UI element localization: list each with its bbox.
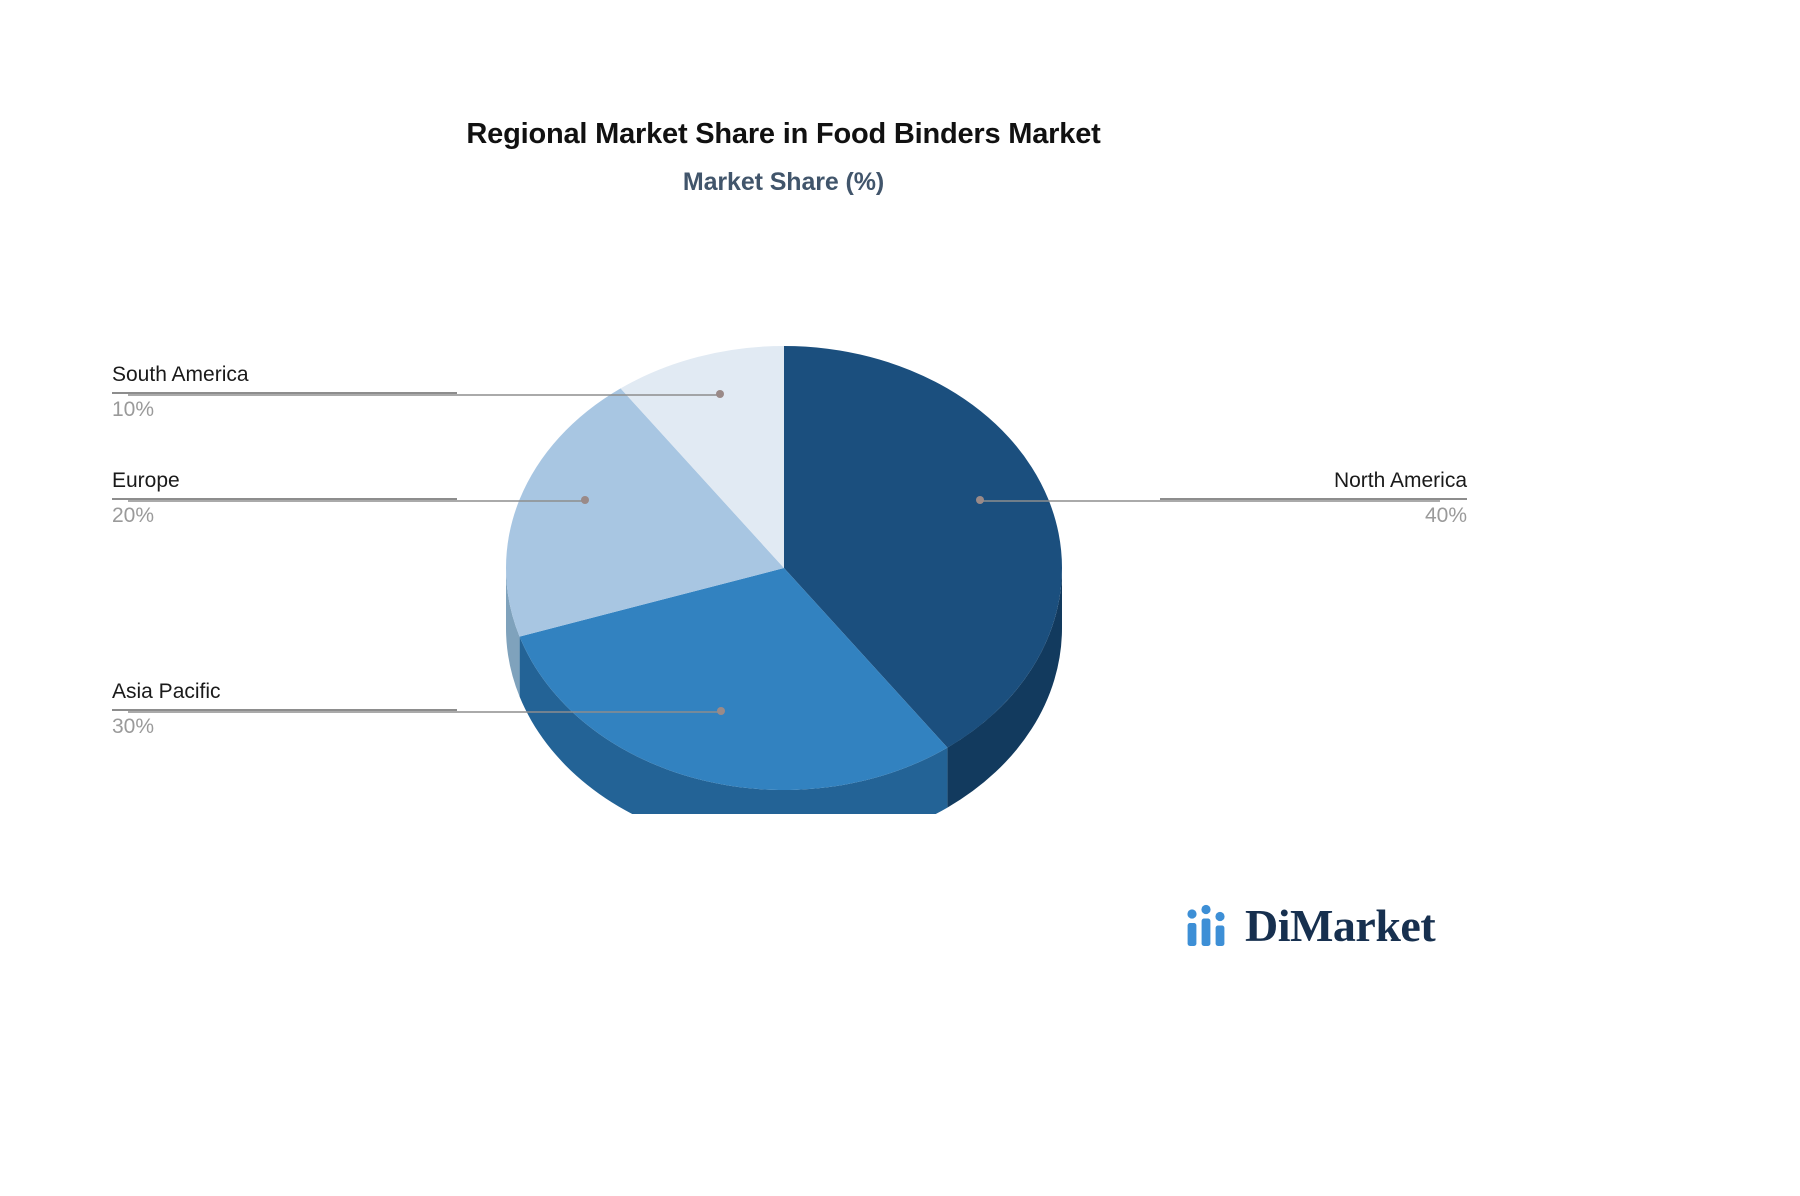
callout-south-america[interactable]: South America 10%: [112, 362, 457, 423]
pie-side-asia-pacific: [519, 636, 948, 814]
chart-subtitle: Market Share (%): [682, 168, 885, 196]
callout-label-europe: Europe: [112, 469, 180, 492]
brand-name: DiMarket: [1245, 900, 1436, 951]
callout-value-europe: 20%: [112, 504, 155, 527]
callout-label-north-america: North America: [1333, 469, 1467, 492]
pie-3d-side: [506, 568, 1062, 814]
pie-slice-europe[interactable]: [506, 388, 784, 637]
pie-side-north-america: [947, 568, 1062, 808]
callout-rule-south-america: [112, 392, 457, 394]
pie-top-face: [506, 346, 1062, 790]
brand-logo[interactable]: DiMarket: [1185, 900, 1436, 951]
callout-rule-north-america: [1160, 498, 1467, 500]
callout-label-asia-pacific: Asia Pacific: [112, 680, 221, 703]
callout-asia-pacific[interactable]: Asia Pacific 30%: [112, 679, 457, 740]
pie-slice-asia-pacific[interactable]: [519, 568, 948, 790]
dimarket-bars-icon: [1187, 904, 1225, 946]
pie-slice-south-america[interactable]: [620, 346, 784, 568]
callout-rule-asia-pacific: [112, 709, 457, 711]
pie-chart: [503, 322, 1065, 814]
callout-value-asia-pacific: 30%: [112, 715, 155, 738]
chart-title: Regional Market Share in Food Binders Ma…: [466, 118, 1101, 150]
callout-value-north-america: 40%: [1424, 504, 1467, 527]
callout-value-south-america: 10%: [112, 398, 155, 421]
pie-slice-north-america[interactable]: [784, 346, 1062, 748]
callout-rule-europe: [112, 498, 457, 500]
pie-side-europe: [506, 568, 520, 697]
callout-label-south-america: South America: [112, 363, 249, 386]
callout-north-america[interactable]: North America 40%: [1160, 468, 1467, 529]
callout-europe[interactable]: Europe 20%: [112, 468, 457, 529]
